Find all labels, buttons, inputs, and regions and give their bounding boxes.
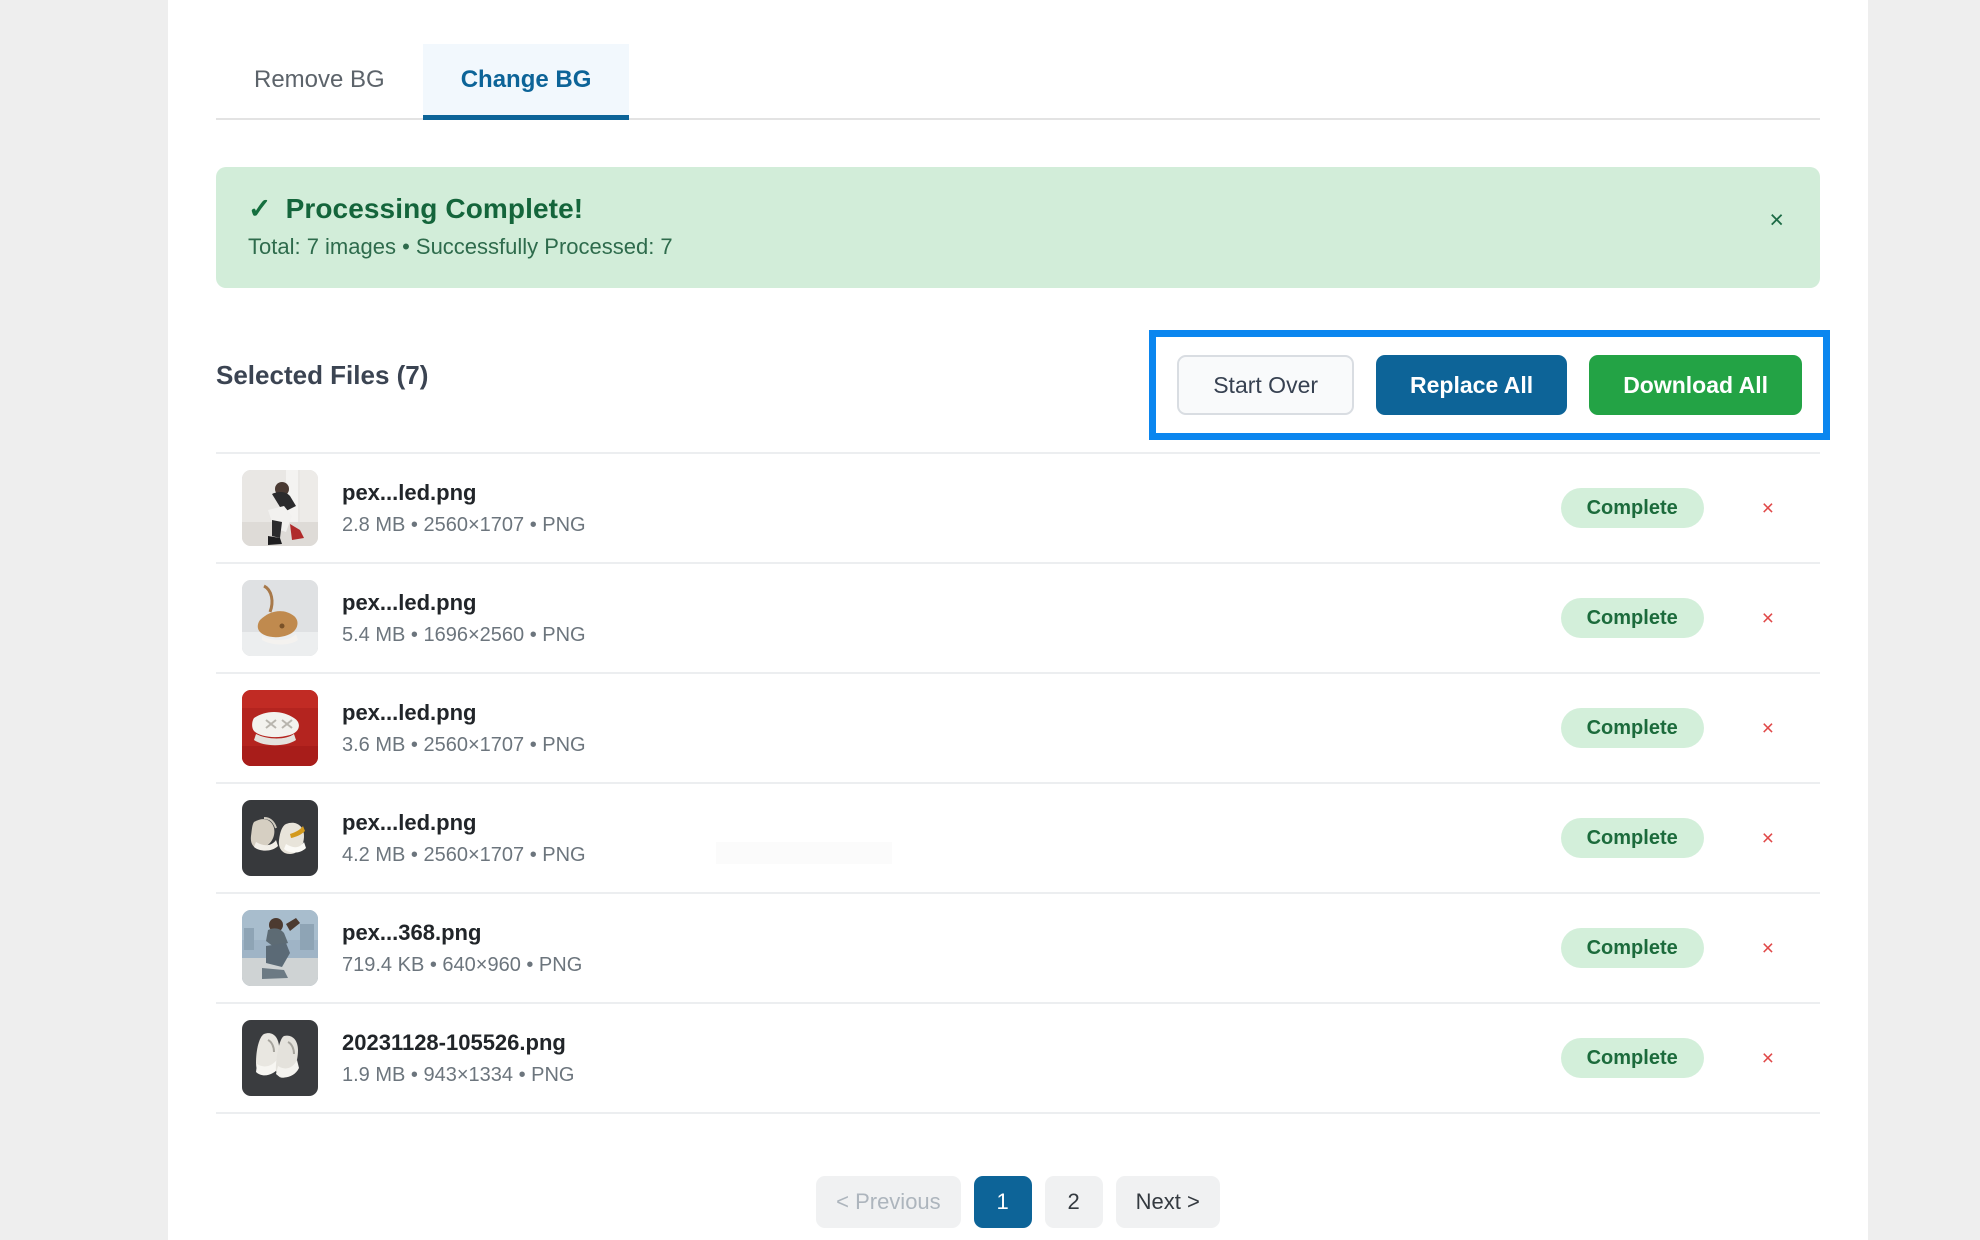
file-row-actions: Complete × <box>1560 454 1780 562</box>
render-artifact-band <box>716 842 892 864</box>
file-thumbnail-white-sneakers-red <box>242 690 318 766</box>
file-row: pex...led.png 5.4 MB • 1696×2560 • PNG Com… <box>216 562 1820 672</box>
pagination-next[interactable]: Next > <box>1115 1176 1220 1228</box>
tab-change-bg[interactable]: Change BG <box>422 44 630 120</box>
file-thumbnail-sneakers-dark <box>242 800 318 876</box>
file-name: 20231128-105526.png <box>342 1030 566 1056</box>
file-row: pex...led.png 2.8 MB • 2560×1707 • PNG Com… <box>216 452 1820 562</box>
file-row-actions: Complete × <box>1560 784 1780 892</box>
status-badge: Complete <box>1560 928 1704 968</box>
file-thumbnail-white-shoes-dark <box>242 1020 318 1096</box>
file-row-actions: Complete × <box>1560 894 1780 1002</box>
remove-file-icon[interactable]: × <box>1756 1047 1780 1070</box>
file-metadata: 2.8 MB • 2560×1707 • PNG <box>342 513 586 536</box>
status-badge: Complete <box>1560 1038 1704 1078</box>
toolbar-row: Selected Files (7) Start Over Replace Al… <box>216 330 1830 440</box>
status-badge: Complete <box>1560 818 1704 858</box>
file-metadata: 3.6 MB • 2560×1707 • PNG <box>342 733 586 756</box>
file-row: pex...led.png 3.6 MB • 2560×1707 • PNG Com… <box>216 672 1820 782</box>
file-name: pex...led.png <box>342 480 477 506</box>
file-info: pex...led.png 5.4 MB • 1696×2560 • PNG <box>342 589 586 647</box>
remove-file-icon[interactable]: × <box>1756 497 1780 520</box>
file-name: pex...led.png <box>342 810 477 836</box>
file-info: pex...led.png 4.2 MB • 2560×1707 • PNG <box>342 809 586 867</box>
file-row: pex...368.png 719.4 KB • 640×960 • PNG Com… <box>216 892 1820 1002</box>
status-badge: Complete <box>1560 488 1704 528</box>
pagination-previous[interactable]: < Previous <box>816 1176 961 1228</box>
replace-all-button[interactable]: Replace All <box>1376 355 1568 415</box>
alert-subtitle: Total: 7 images • Successfully Processed… <box>248 234 673 259</box>
close-icon[interactable]: × <box>1763 207 1790 234</box>
file-metadata: 5.4 MB • 1696×2560 • PNG <box>342 623 586 646</box>
alert-title-row: ✓ Processing Complete! <box>248 193 1788 225</box>
pagination-page-2[interactable]: 2 <box>1044 1176 1103 1228</box>
pagination: < Previous 1 2 Next > <box>216 1176 1820 1228</box>
file-row: 20231128-105526.png 1.9 MB • 943×1334 • P… <box>216 1002 1820 1112</box>
main-content: Remove BG Change BG ✓ Processing Complet… <box>216 0 1830 1228</box>
file-metadata: 1.9 MB • 943×1334 • PNG <box>342 1063 575 1086</box>
file-thumbnail-tan-shoe <box>242 580 318 656</box>
status-badge: Complete <box>1560 598 1704 638</box>
alert-title-text: Processing Complete! <box>285 193 584 224</box>
file-info: pex...led.png 3.6 MB • 2560×1707 • PNG <box>342 699 586 757</box>
file-name: pex...368.png <box>342 920 482 946</box>
file-name: pex...led.png <box>342 700 477 726</box>
processing-complete-alert: ✓ Processing Complete! Total: 7 images •… <box>216 167 1820 288</box>
file-metadata: 719.4 KB • 640×960 • PNG <box>342 953 583 976</box>
file-thumbnail-woman-stretching <box>242 470 318 546</box>
file-info: pex...led.png 2.8 MB • 2560×1707 • PNG <box>342 479 586 537</box>
file-name: pex...led.png <box>342 590 477 616</box>
file-info: pex...368.png 719.4 KB • 640×960 • PNG <box>342 919 582 977</box>
file-info: 20231128-105526.png 1.9 MB • 943×1334 • P… <box>342 1029 574 1087</box>
bulk-actions-group: Start Over Replace All Download All <box>1149 330 1830 440</box>
file-row-actions: Complete × <box>1560 1004 1780 1112</box>
tab-remove-bg[interactable]: Remove BG <box>216 44 423 120</box>
remove-file-icon[interactable]: × <box>1756 607 1780 630</box>
start-over-button[interactable]: Start Over <box>1177 355 1355 415</box>
file-metadata: 4.2 MB • 2560×1707 • PNG <box>342 843 586 866</box>
download-all-button[interactable]: Download All <box>1589 355 1802 415</box>
list-bottom-divider <box>216 1112 1820 1114</box>
selected-files-heading: Selected Files (7) <box>216 360 429 390</box>
pagination-page-1[interactable]: 1 <box>973 1176 1032 1228</box>
remove-file-icon[interactable]: × <box>1756 827 1780 850</box>
remove-file-icon[interactable]: × <box>1756 937 1780 960</box>
file-row-actions: Complete × <box>1560 674 1780 782</box>
check-icon: ✓ <box>248 193 272 224</box>
tab-bar: Remove BG Change BG <box>216 0 1820 120</box>
file-thumbnail-woman-sitting <box>242 910 318 986</box>
file-row: pex...led.png 4.2 MB • 2560×1707 • PNG Com… <box>216 782 1820 892</box>
selected-files-list: pex...led.png 2.8 MB • 2560×1707 • PNG Com… <box>216 452 1820 1112</box>
status-badge: Complete <box>1560 708 1704 748</box>
remove-file-icon[interactable]: × <box>1756 717 1780 740</box>
file-row-actions: Complete × <box>1560 564 1780 672</box>
